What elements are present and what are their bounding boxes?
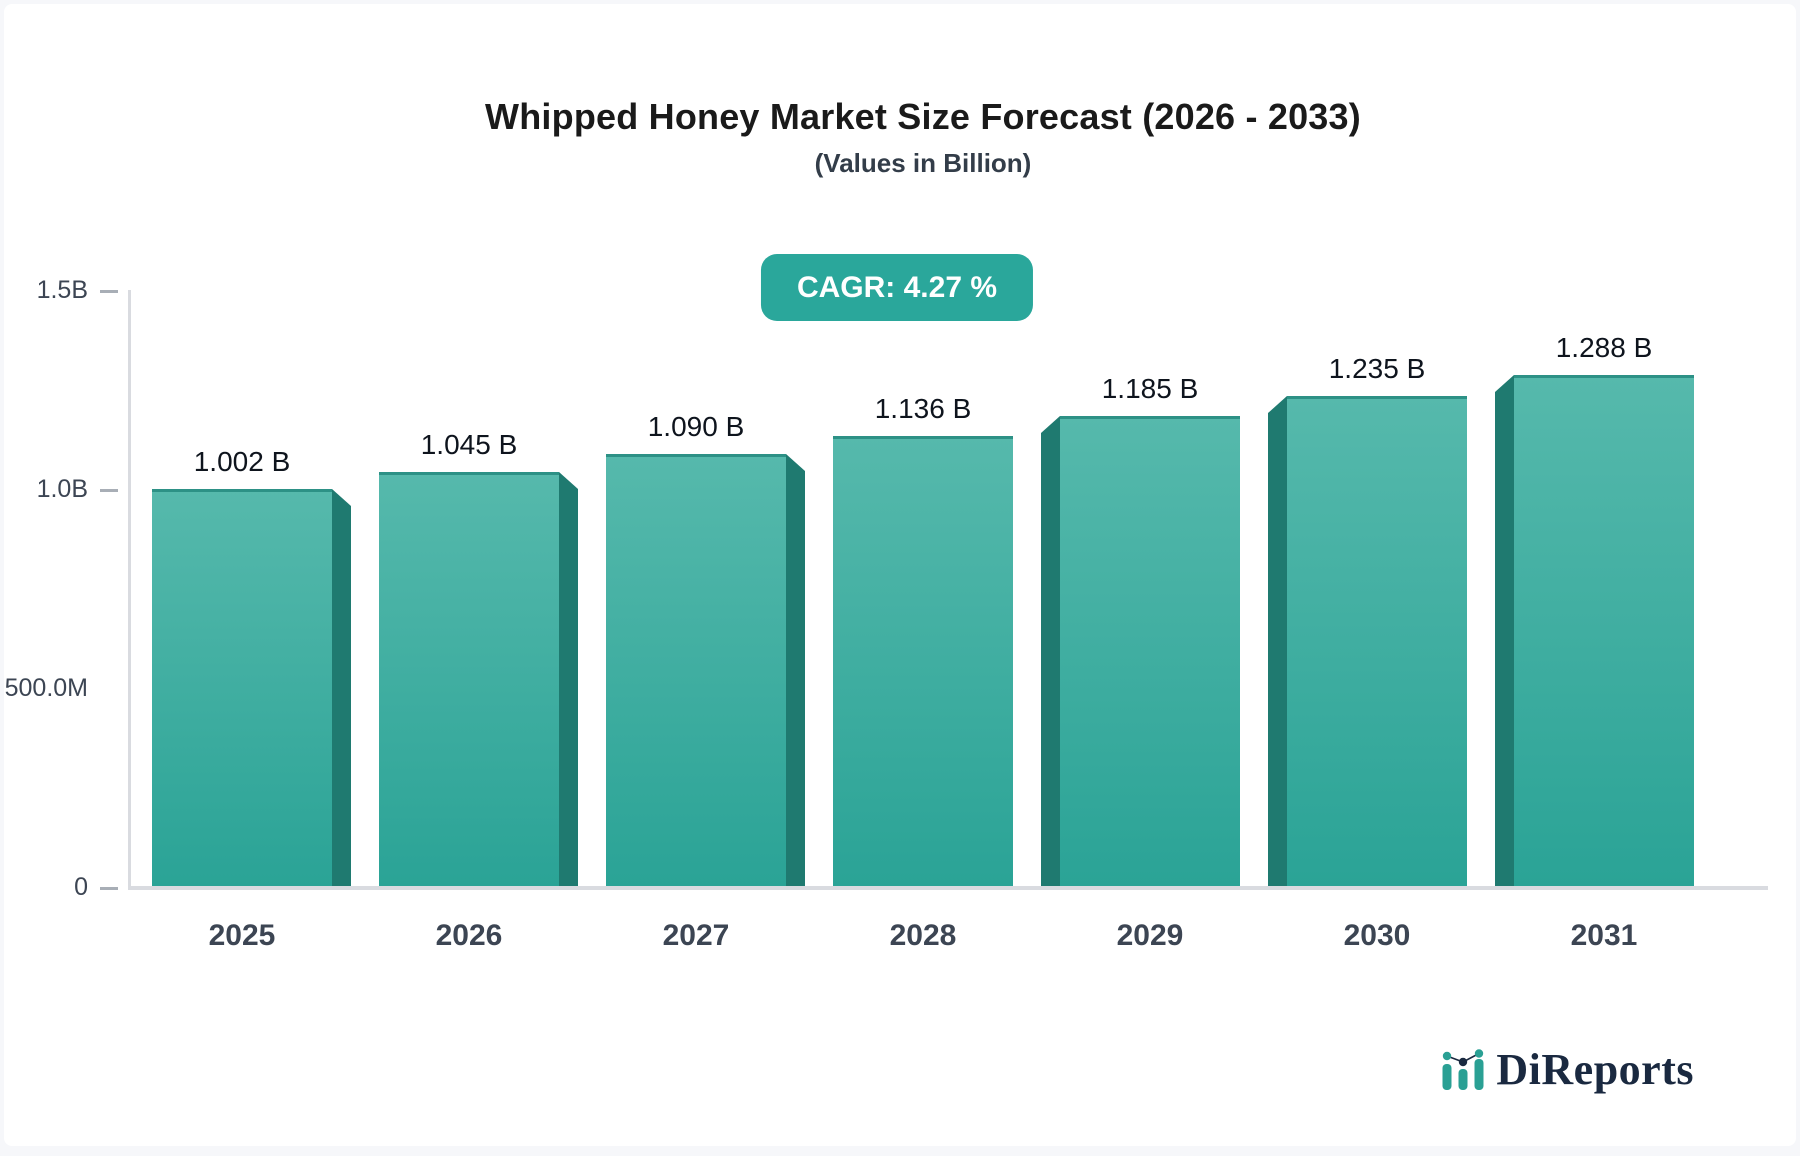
y-tick-mark [100, 488, 118, 492]
x-axis-label: 2031 [1570, 919, 1638, 952]
mini-bar-chart-icon [1442, 1049, 1484, 1090]
x-axis-label: 2028 [889, 919, 957, 952]
brand-name: DiReports [1496, 1045, 1694, 1094]
y-tick-label: 500.0M [4, 674, 88, 702]
bar-2026 [379, 472, 578, 888]
brand-logo: DiReports [1440, 1046, 1694, 1092]
y-tick-label: 0 [74, 873, 88, 901]
x-axis-line [128, 886, 1768, 890]
bar-value-label: 1.288 B [1555, 332, 1653, 363]
chart-subtitle: (Values in Billion) [814, 148, 1032, 178]
bar-value-label: 1.090 B [647, 411, 745, 442]
bar-value-label: 1.002 B [193, 446, 291, 477]
bar-value-label: 1.136 B [874, 393, 972, 424]
y-tick-mark [100, 886, 118, 890]
x-axis-label: 2026 [435, 919, 503, 952]
bar-2028 [833, 436, 1013, 888]
x-axis-label: 2027 [662, 919, 730, 952]
bar-2027 [606, 454, 805, 888]
chart-title: Whipped Honey Market Size Forecast (2026… [485, 96, 1361, 137]
y-tick-label: 1.0B [36, 475, 88, 503]
bar-value-label: 1.235 B [1328, 353, 1426, 384]
x-axis-label: 2025 [208, 919, 276, 952]
y-tick-mark [100, 289, 118, 293]
bar-2025 [152, 489, 351, 888]
bar-2030 [1268, 396, 1467, 888]
y-tick-label: 1.5B [36, 276, 88, 304]
x-axis-label: 2029 [1116, 919, 1184, 952]
bar-2031 [1495, 375, 1694, 888]
cagr-badge: CAGR: 4.27 % [760, 254, 1034, 321]
x-axis-label: 2030 [1343, 919, 1411, 952]
bar-value-label: 1.185 B [1101, 373, 1199, 404]
bar-2029 [1041, 416, 1240, 888]
y-axis-line [128, 290, 131, 890]
bar-value-label: 1.045 B [420, 429, 518, 460]
